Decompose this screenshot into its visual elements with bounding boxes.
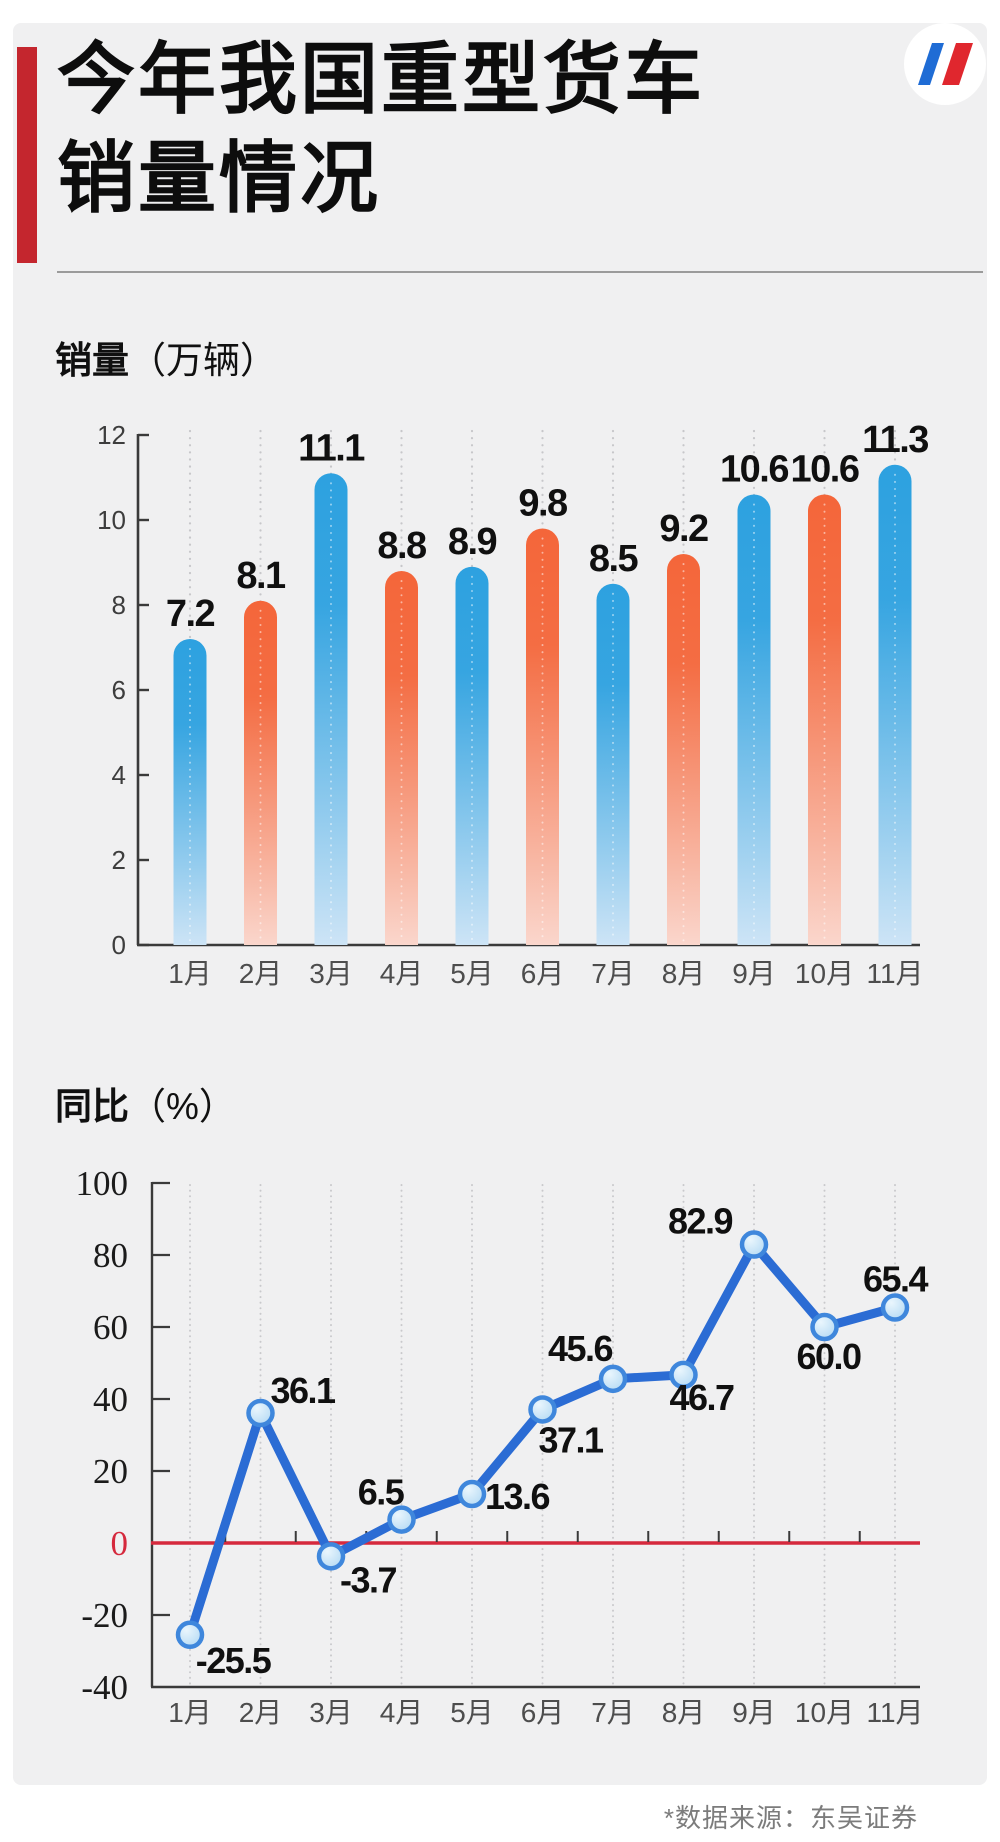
nbd-logo-icon [904, 23, 986, 105]
page-title-line1: 今年我国重型货车 [57, 35, 706, 123]
bar-9月 [737, 494, 771, 945]
point-2月 [246, 1398, 275, 1428]
yoy-chart-title-text: 同比 [55, 1086, 129, 1127]
bar-11月 [878, 464, 912, 945]
x-label-5月: 5月 [450, 958, 494, 989]
point-value-9月: 82.9 [668, 1201, 733, 1242]
y-tick-label--20: -20 [81, 1596, 128, 1635]
x-label-1月: 1月 [168, 958, 212, 989]
point-value-2月: 36.1 [270, 1370, 336, 1411]
yoy-chart-title: 同比（%） [55, 1076, 236, 1130]
bar-value-7月: 8.5 [589, 538, 639, 580]
bar-value-4月: 8.8 [377, 525, 426, 567]
point-7月 [598, 1364, 628, 1394]
point-1月 [175, 1620, 205, 1650]
y-tick-label-100: 100 [76, 1164, 129, 1203]
x-label-6月: 6月 [521, 958, 565, 989]
x-label-3月: 3月 [309, 958, 353, 989]
y-tick-label-2: 2 [112, 845, 126, 875]
bar-3月 [314, 473, 348, 945]
bar-value-2月: 8.1 [236, 555, 286, 597]
logo-blue-stroke [918, 43, 944, 85]
x-label-2月: 2月 [239, 958, 283, 989]
yoy-chart-title-unit: （%） [129, 1086, 236, 1127]
bar-2月 [244, 600, 277, 945]
logo-circle [904, 23, 986, 105]
point-value-4月: 6.5 [358, 1472, 405, 1513]
x-label-7月: 7月 [591, 958, 635, 989]
point-value-10月: 60.0 [796, 1336, 861, 1377]
point-10月 [810, 1312, 839, 1342]
page-title: 今年我国重型货车 销量情况 [57, 30, 705, 228]
x-label-11月: 11月 [866, 958, 923, 989]
y-tick-label-60: 60 [93, 1308, 128, 1347]
point-3月 [316, 1542, 346, 1571]
header-divider [57, 271, 983, 273]
y-tick-label-0: 0 [112, 930, 126, 960]
point-value-7月: 45.6 [548, 1328, 613, 1369]
y-tick-label-40: 40 [93, 1380, 128, 1419]
point-6月 [528, 1395, 557, 1424]
y-tick-label-4: 4 [112, 760, 126, 790]
y-tick-label-0: 0 [111, 1524, 129, 1563]
y-tick-label-8: 8 [112, 590, 126, 620]
point-5月 [457, 1479, 487, 1509]
y-tick-label-10: 10 [97, 505, 126, 535]
x-label-10月: 10月 [795, 1697, 854, 1728]
bar-value-8月: 9.2 [659, 508, 708, 550]
y-tick-label-12: 12 [97, 420, 126, 450]
x-label-5月: 5月 [450, 1697, 494, 1728]
x-label-2月: 2月 [239, 1697, 283, 1728]
x-label-11月: 11月 [866, 1697, 923, 1728]
bar-10月 [808, 494, 841, 945]
bar-value-11月: 11.3 [862, 419, 928, 461]
title-accent-bar [17, 47, 37, 263]
x-label-8月: 8月 [662, 958, 706, 989]
bar-value-3月: 11.1 [298, 427, 365, 469]
x-label-10月: 10月 [795, 958, 854, 989]
yoy-line-chart: -40 -20 0 20 40 60 80 100 -25.5 1月 36.1 2月 -3.7 3月 6.5… [76, 1164, 931, 1728]
point-value-1月: -25.5 [196, 1640, 272, 1681]
x-label-4月: 4月 [380, 1697, 424, 1728]
point-value-11月: 65.4 [863, 1259, 929, 1300]
point-11月 [880, 1293, 910, 1322]
x-label-8月: 8月 [662, 1697, 706, 1728]
point-value-8月: 46.7 [669, 1377, 734, 1418]
bar-value-6月: 9.8 [518, 483, 567, 525]
bar-value-5月: 8.9 [448, 521, 497, 563]
x-label-4月: 4月 [380, 958, 424, 989]
logo-red-stroke [942, 43, 973, 85]
bar-value-10月: 10.6 [791, 449, 859, 491]
sales-chart-title-unit: （万辆） [129, 340, 277, 381]
point-value-3月: -3.7 [340, 1559, 397, 1600]
bar-value-9月: 10.6 [720, 449, 788, 491]
nbd-logo [900, 19, 990, 109]
point-9月 [739, 1230, 769, 1259]
y-tick-label--40: -40 [81, 1668, 128, 1707]
page-title-line2: 销量情况 [57, 134, 382, 222]
sales-chart-title: 销量（万辆） [55, 330, 277, 384]
point-4月 [387, 1505, 416, 1534]
x-label-1月: 1月 [168, 1697, 212, 1728]
sales-chart-title-text: 销量 [55, 340, 129, 381]
x-label-3月: 3月 [309, 1697, 353, 1728]
x-label-9月: 9月 [732, 958, 776, 989]
bar-5月 [455, 566, 489, 945]
point-8月 [669, 1360, 698, 1390]
data-source-note: *数据来源：东吴证券 [663, 1803, 918, 1833]
bar-value-1月: 7.2 [166, 593, 215, 635]
x-label-7月: 7月 [591, 1697, 635, 1728]
x-label-6月: 6月 [521, 1697, 565, 1728]
sales-bar-chart: 0 2 4 6 8 10 12 7.2 1月 8.1 2月 11.1 3月 8.8 4月 8.9 5月 9.8 6月… [97, 419, 930, 989]
y-tick-label-80: 80 [93, 1236, 128, 1275]
y-tick-label-20: 20 [93, 1452, 128, 1491]
x-label-9月: 9月 [732, 1697, 776, 1728]
point-value-5月: 13.6 [485, 1476, 550, 1517]
y-tick-label-6: 6 [112, 675, 126, 705]
point-value-6月: 37.1 [538, 1419, 604, 1460]
